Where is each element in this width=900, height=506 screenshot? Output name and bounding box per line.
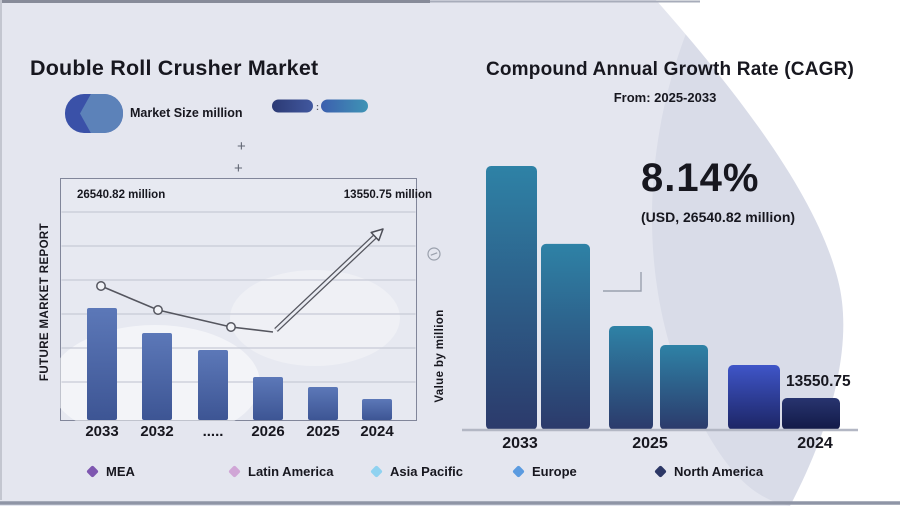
market-bar-2025 xyxy=(308,386,338,420)
cagr-bar-2033-1 xyxy=(541,243,590,430)
ratio-pills-icon: : xyxy=(272,99,368,113)
min-value-label: 13550.75 million xyxy=(343,189,432,201)
legend-label: Asia Pacific xyxy=(390,464,463,479)
legend-label: Europe xyxy=(532,464,577,479)
legend-item: Europe xyxy=(512,464,656,479)
x-label: 2033 xyxy=(85,423,119,440)
x-axis-labels: 2033 2032..... 2026 2025 2024 xyxy=(60,423,417,443)
cagr-chart-plot xyxy=(462,166,858,432)
cagr-bar-2024-0 xyxy=(728,365,780,430)
svg-text::: : xyxy=(316,102,319,112)
cagr-2024-value: 13550.75 xyxy=(786,373,851,390)
trend-marker xyxy=(153,305,163,315)
market-bar-2026 xyxy=(253,376,283,420)
cagr-year-label: 2024 xyxy=(797,435,833,452)
x-label: 2025 xyxy=(306,423,340,440)
market-bar-..... xyxy=(198,350,228,420)
value-axis-label: Value by million xyxy=(434,309,446,403)
legend-item: Latin America xyxy=(228,464,372,479)
legend-item: MEA xyxy=(86,464,230,479)
cagr-percentage: 8.14% xyxy=(641,156,760,200)
legend-label: MEA xyxy=(106,464,135,479)
page-title: Double Roll Crusher Market xyxy=(30,56,319,80)
market-size-icon xyxy=(65,94,123,133)
market-bar-2033 xyxy=(87,308,117,420)
legend-label: North America xyxy=(674,464,764,479)
market-size-chart-plot xyxy=(60,211,416,421)
cagr-bar-2025-1 xyxy=(660,344,708,430)
legend-diamond-icon xyxy=(228,465,241,478)
cagr-bar-2024-1 xyxy=(782,398,840,430)
x-label: 2024 xyxy=(360,423,394,440)
trend-marker xyxy=(96,281,106,291)
cagr-year-label: 2025 xyxy=(632,435,668,452)
cagr-usd-note: (USD, 26540.82 million) xyxy=(641,209,796,225)
arrow-head-icon xyxy=(370,228,384,242)
legend-label: Latin America xyxy=(248,464,334,479)
side-axis-label: FUTURE MARKET REPORT xyxy=(39,222,51,382)
cagr-title: Compound Annual Growth Rate (CAGR) xyxy=(485,59,855,80)
market-bar-2024 xyxy=(362,398,392,420)
legend: MEA Latin America Asia Pacific Europe North … xyxy=(86,464,798,479)
market-bar-2032 xyxy=(142,332,172,420)
max-value-label: 26540.82 million xyxy=(77,189,166,201)
legend-item: North America xyxy=(654,464,798,479)
clock-icon xyxy=(427,247,441,261)
x-label: 2032 xyxy=(140,423,174,440)
market-size-chart: 26540.82 million 13550.75 million xyxy=(60,178,432,421)
x-label: ..... xyxy=(202,423,224,440)
cagr-subtitle: From: 2025-2033 xyxy=(613,90,717,105)
legend-item: Asia Pacific xyxy=(370,464,514,479)
trend-marker xyxy=(226,322,236,332)
cagr-bar-2025-0 xyxy=(609,325,653,430)
x-label: 2026 xyxy=(251,423,285,440)
legend-diamond-icon xyxy=(86,465,99,478)
cagr-year-label: 2033 xyxy=(502,435,538,452)
market-size-label: Market Size million xyxy=(130,106,243,120)
plus-mark-icon: + xyxy=(237,138,246,155)
legend-diamond-icon xyxy=(654,465,667,478)
cagr-bar-2033-0 xyxy=(486,166,537,430)
legend-diamond-icon xyxy=(370,465,383,478)
plus-mark-icon: + xyxy=(234,160,243,177)
legend-diamond-icon xyxy=(512,465,525,478)
